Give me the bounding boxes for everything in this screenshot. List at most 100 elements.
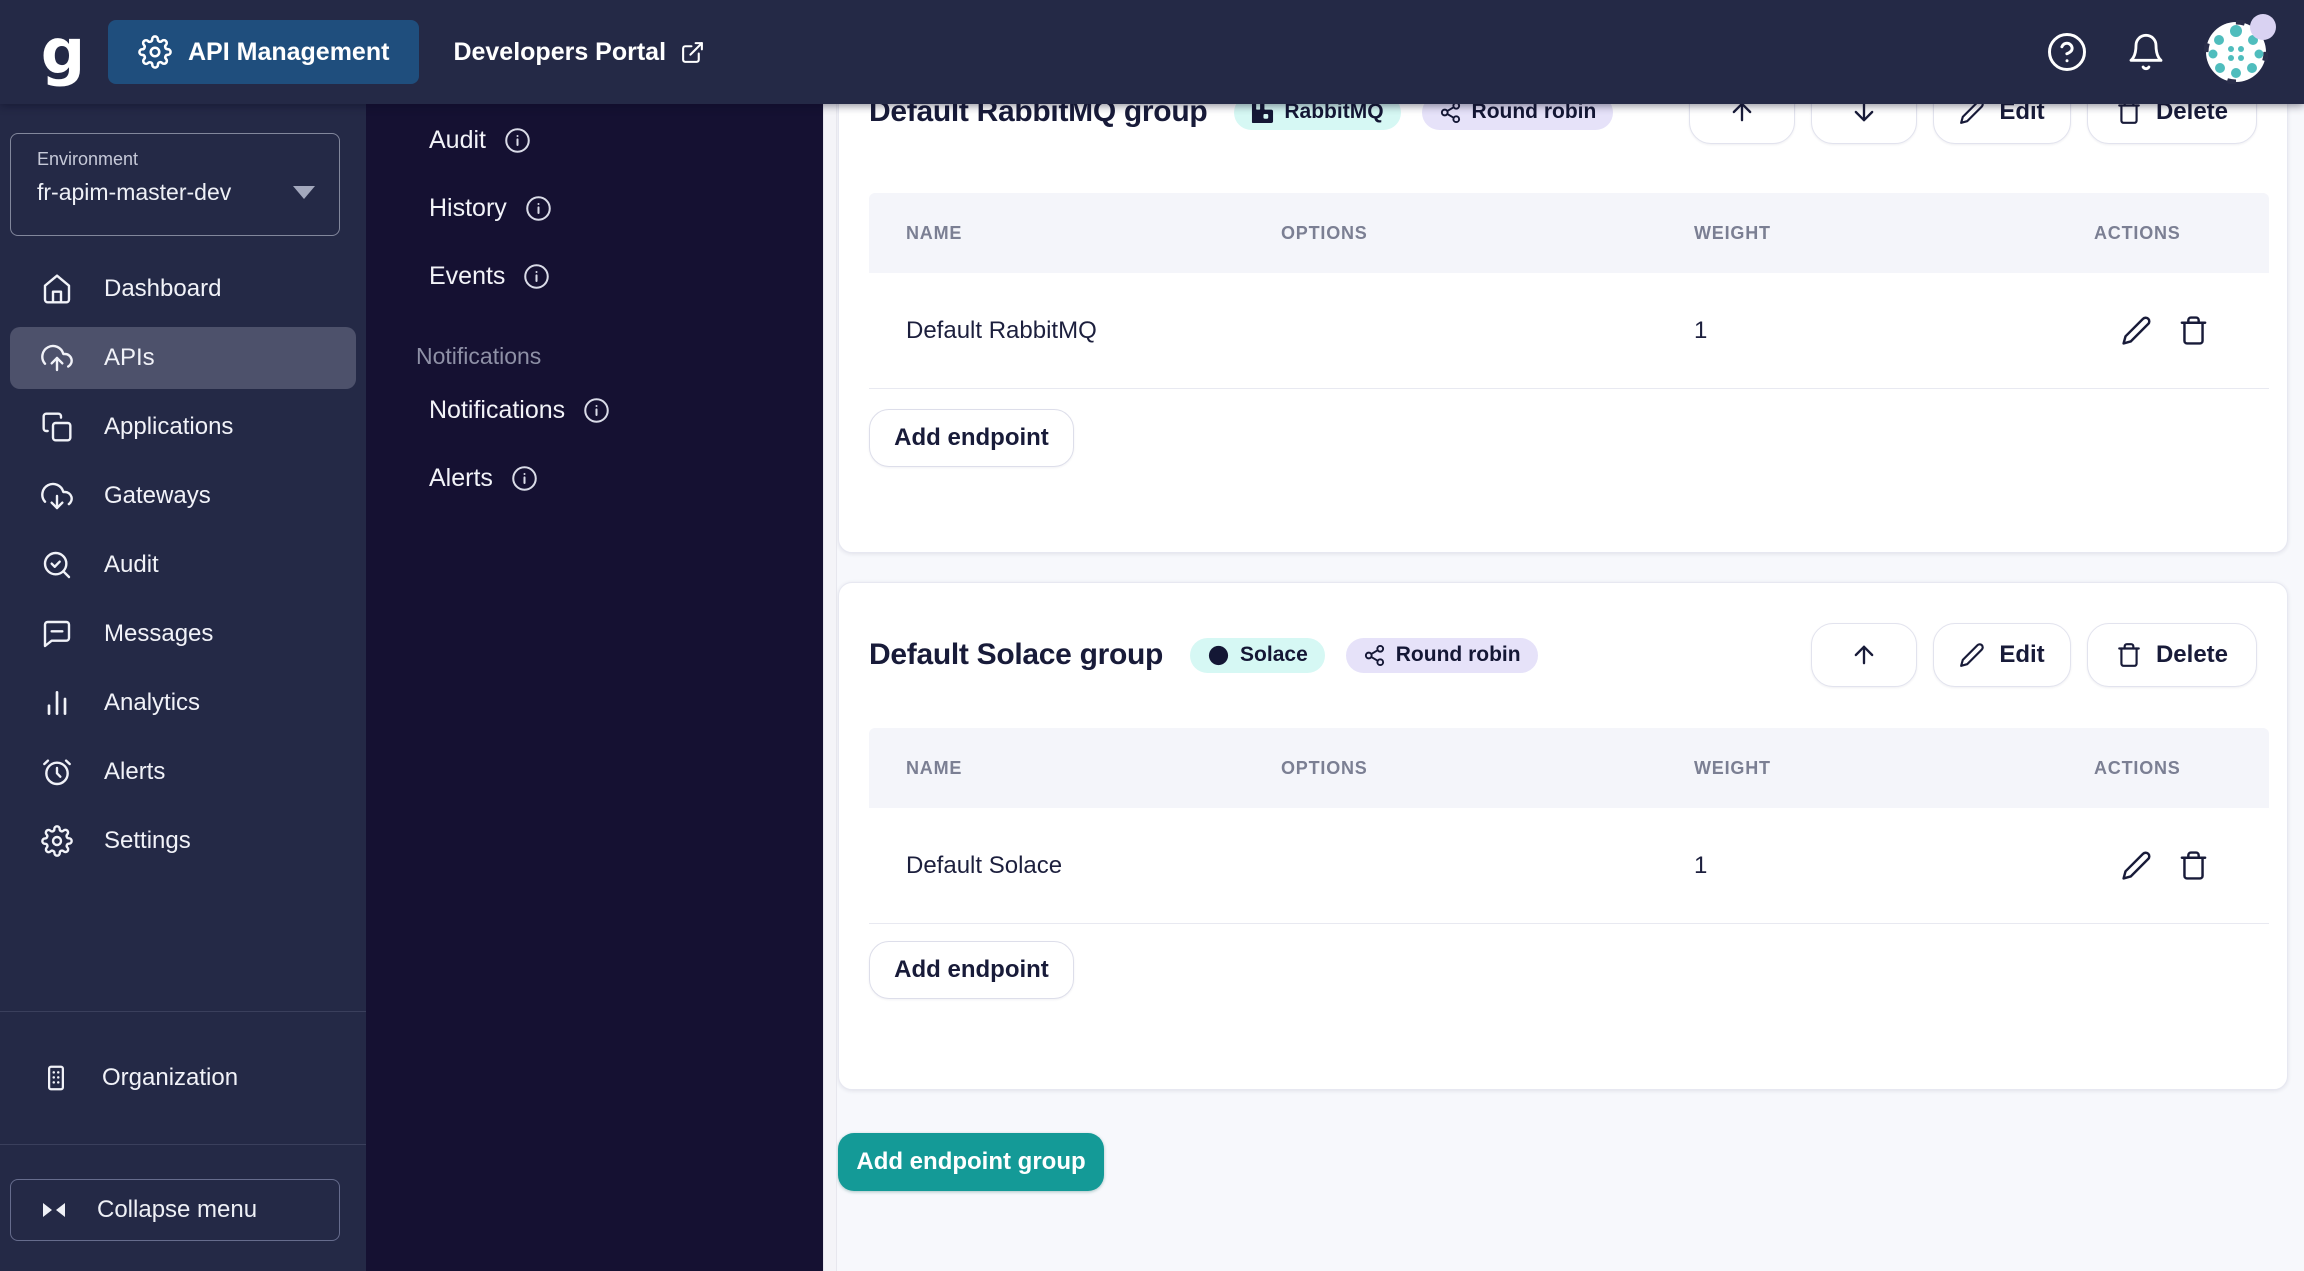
endpoint-weight: 1 — [1694, 851, 1708, 879]
edit-group-button[interactable]: Edit — [1933, 623, 2071, 687]
load-balancer-badge: Round robin — [1345, 637, 1538, 673]
column-header-actions: ACTIONS — [2094, 757, 2181, 778]
sidebar-item-applications[interactable]: Applications — [10, 396, 356, 458]
topbar-actions — [2046, 14, 2276, 84]
add-endpoint-button[interactable]: Add endpoint — [869, 941, 1074, 999]
column-header-options: OPTIONS — [1281, 757, 1368, 778]
notifications-button[interactable] — [2126, 32, 2166, 72]
sidebar-item-messages[interactable]: Messages — [10, 603, 356, 665]
column-header-options: OPTIONS — [1281, 222, 1368, 243]
endpoint-weight: 1 — [1694, 316, 1708, 344]
copy-icon — [42, 412, 72, 442]
organization-label: Organization — [102, 1064, 239, 1091]
info-icon[interactable] — [525, 195, 552, 222]
endpoint-type-badge: Solace — [1190, 637, 1325, 673]
info-icon[interactable] — [583, 397, 610, 424]
info-icon[interactable] — [523, 263, 550, 290]
round-robin-icon — [1440, 101, 1460, 123]
subnav-item-notifications[interactable]: Notifications — [366, 376, 823, 444]
subnav-item-label: Notifications — [429, 395, 566, 424]
sidebar-item-analytics[interactable]: Analytics — [10, 672, 356, 734]
gear-icon — [138, 35, 172, 69]
collapse-icon — [43, 1203, 65, 1217]
subnav-item-events[interactable]: Events — [366, 242, 823, 310]
endpoints-table: NAME OPTIONS WEIGHT ACTIONS Default Sola… — [869, 728, 2269, 924]
rabbitmq-icon — [1252, 101, 1274, 123]
collapse-menu-label: Collapse menu — [97, 1196, 258, 1223]
content-scrollbar[interactable] — [823, 104, 837, 1271]
add-endpoint-group-button[interactable]: Add endpoint group — [838, 1133, 1104, 1191]
subnav-item-label: Alerts — [429, 463, 493, 492]
developers-portal-label: Developers Portal — [453, 37, 667, 66]
sidebar-item-apis[interactable]: APIs — [10, 327, 356, 389]
divider — [0, 1144, 366, 1145]
sidebar-item-audit[interactable]: Audit — [10, 534, 356, 596]
subnav-item-label: History — [429, 193, 507, 222]
collapse-menu-button[interactable]: Collapse menu — [10, 1179, 340, 1241]
delete-endpoint-button[interactable] — [2178, 850, 2209, 881]
subnav-item-history[interactable]: History — [366, 174, 823, 242]
gear-icon — [41, 825, 73, 857]
delete-endpoint-button[interactable] — [2178, 315, 2209, 346]
environment-selector[interactable]: Environment fr-apim-master-dev — [10, 133, 340, 236]
load-balancer-label: Round robin — [1471, 100, 1597, 123]
pencil-icon — [1960, 643, 1985, 667]
organization-icon — [48, 1065, 64, 1091]
edit-endpoint-button[interactable] — [2121, 850, 2152, 881]
column-header-weight: WEIGHT — [1694, 757, 1771, 778]
endpoint-type-label: Solace — [1240, 643, 1308, 666]
chevron-down-icon — [293, 186, 315, 199]
endpoint-groups-page: Default RabbitMQ group RabbitMQ Round ro… — [837, 55, 2304, 1271]
column-header-weight: WEIGHT — [1694, 222, 1771, 243]
search-check-icon — [43, 551, 71, 579]
api-management-button[interactable]: API Management — [108, 20, 420, 84]
subnav-section-notifications: Notifications — [416, 342, 542, 369]
delete-group-button[interactable]: Delete — [2087, 623, 2257, 687]
top-bar: g API Management Developers Portal — [0, 0, 2304, 104]
api-secondary-nav: Audit History Events Notifications Notif… — [366, 104, 823, 1271]
cloud-upload-icon — [41, 344, 73, 372]
primary-sidebar: Environment fr-apim-master-dev Dashboard… — [0, 104, 366, 1271]
help-button[interactable] — [2046, 31, 2088, 73]
column-header-name: NAME — [906, 222, 963, 243]
edit-endpoint-button[interactable] — [2121, 315, 2152, 346]
sidebar-item-label: Dashboard — [104, 275, 222, 302]
add-endpoint-button[interactable]: Add endpoint — [869, 409, 1074, 467]
sidebar-item-alerts[interactable]: Alerts — [10, 741, 356, 803]
sidebar-item-organization[interactable]: Organization — [0, 1012, 366, 1144]
pencil-icon — [2122, 316, 2151, 345]
sidebar-item-gateways[interactable]: Gateways — [10, 465, 356, 527]
load-balancer-label: Round robin — [1395, 643, 1521, 666]
subnav-item-audit[interactable]: Audit — [366, 106, 823, 174]
subnav-item-alerts[interactable]: Alerts — [366, 444, 823, 512]
sidebar-item-label: Analytics — [104, 689, 201, 716]
group-title: Default Solace group — [869, 638, 1164, 671]
sidebar-item-label: Applications — [104, 413, 234, 440]
trash-icon — [2180, 316, 2207, 345]
sidebar-item-dashboard[interactable]: Dashboard — [10, 258, 356, 320]
sidebar-item-label: Messages — [104, 620, 214, 647]
info-icon[interactable] — [504, 127, 531, 154]
developers-portal-link[interactable]: Developers Portal — [453, 38, 705, 67]
table-row: Default Solace 1 — [869, 808, 2269, 924]
arrow-up-icon — [1854, 645, 1874, 665]
table-header: NAME OPTIONS WEIGHT ACTIONS — [869, 193, 2269, 273]
pencil-icon — [2122, 851, 2151, 880]
subnav-item-label: Events — [429, 261, 506, 290]
avatar-image — [2204, 20, 2268, 84]
sidebar-item-label: Gateways — [104, 482, 211, 509]
info-icon[interactable] — [511, 465, 538, 492]
user-avatar[interactable] — [2204, 14, 2276, 84]
edit-label: Edit — [1999, 641, 2045, 668]
trash-icon — [2180, 851, 2207, 880]
alarm-clock-icon — [43, 759, 71, 786]
external-link-icon — [680, 40, 705, 65]
endpoint-group-card-rabbitmq: Default RabbitMQ group RabbitMQ Round ro… — [838, 55, 2288, 553]
endpoint-name: Default RabbitMQ — [906, 316, 1097, 344]
move-group-up-button[interactable] — [1811, 623, 1917, 687]
sidebar-item-settings[interactable]: Settings — [10, 810, 356, 872]
gravitee-logo[interactable]: g — [40, 15, 86, 89]
sidebar-item-label: Settings — [104, 827, 191, 854]
arrow-down-icon — [1854, 102, 1874, 122]
